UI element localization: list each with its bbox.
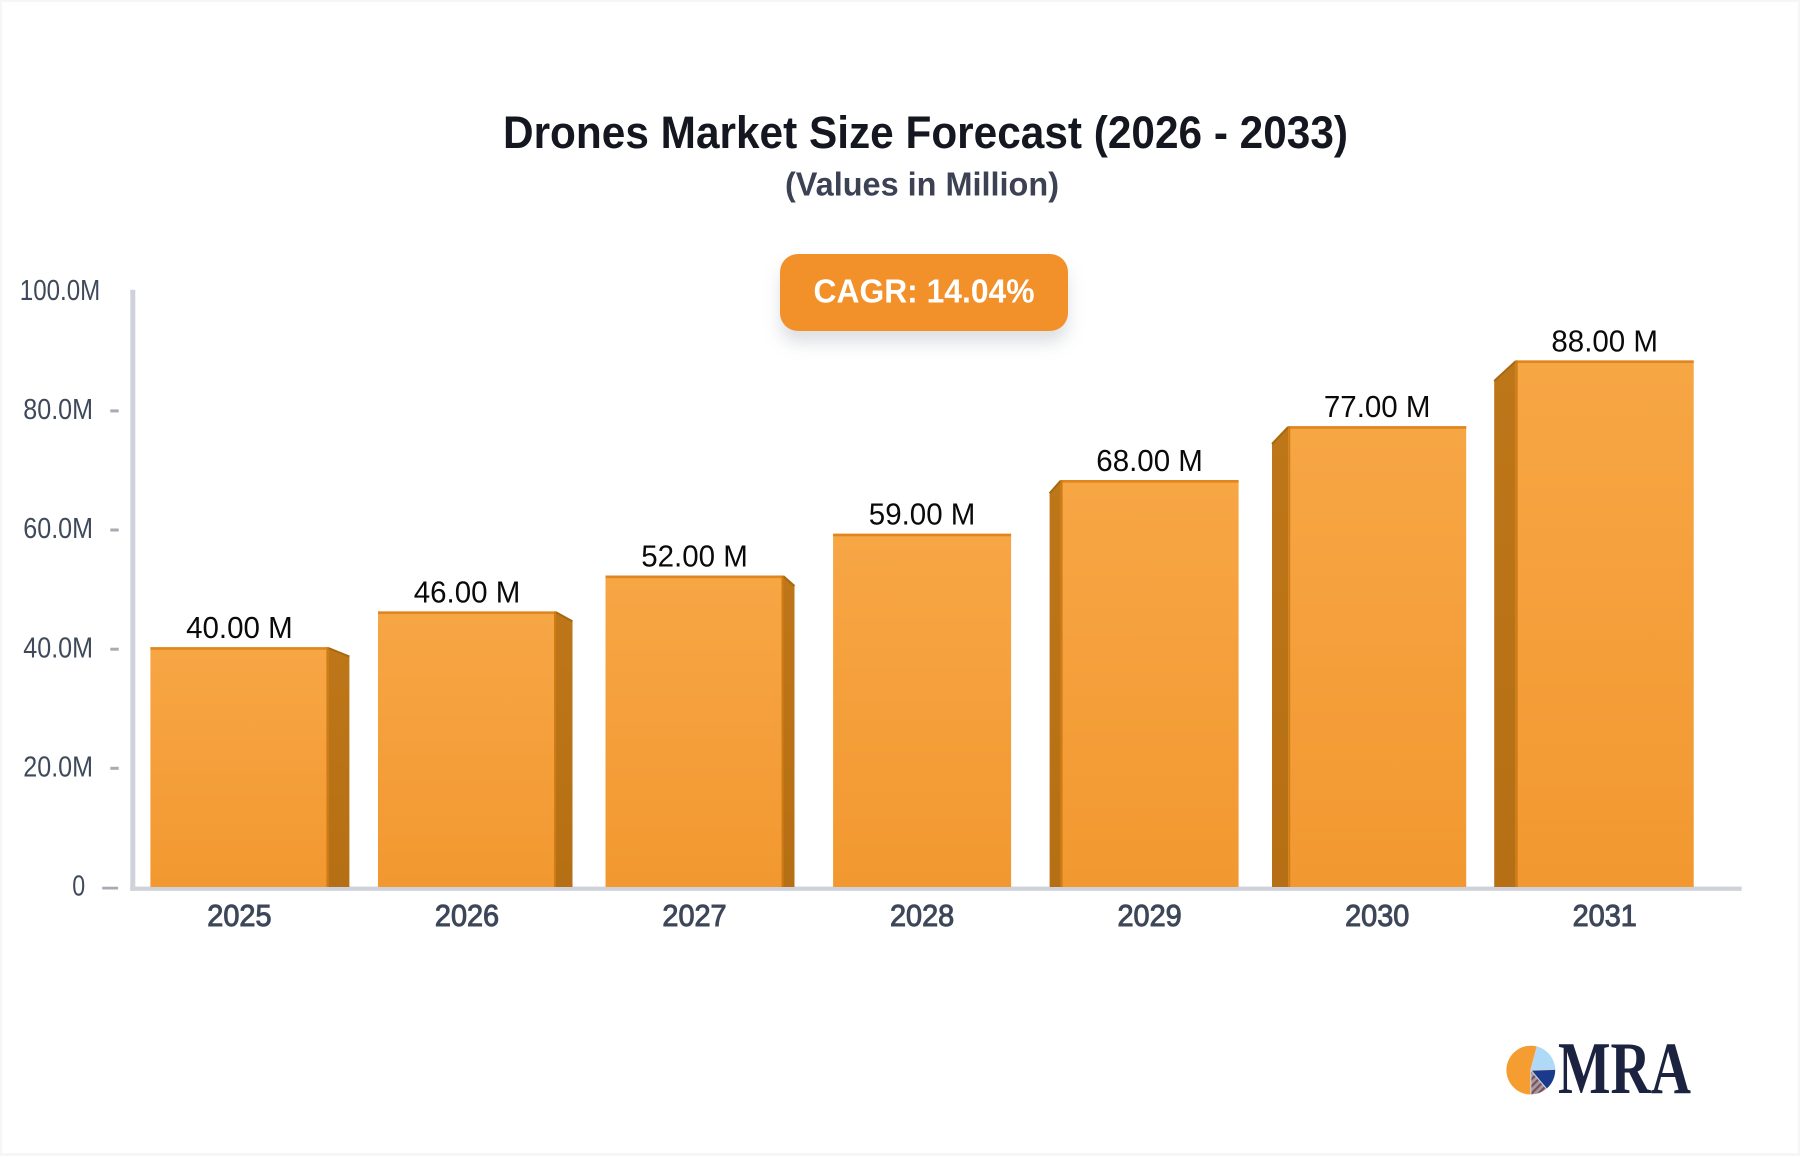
svg-text:46.00 M: 46.00 M (414, 575, 521, 609)
svg-text:2028: 2028 (890, 899, 954, 933)
svg-text:80.0M: 80.0M (23, 394, 93, 426)
svg-text:2029: 2029 (1118, 899, 1182, 933)
svg-text:40.0M: 40.0M (23, 632, 93, 664)
svg-text:2030: 2030 (1345, 899, 1409, 933)
svg-text:59.00 M: 59.00 M (869, 498, 976, 532)
svg-text:88.00 M: 88.00 M (1551, 324, 1658, 358)
svg-text:68.00 M: 68.00 M (1096, 444, 1203, 478)
svg-text:52.00 M: 52.00 M (641, 540, 748, 574)
svg-text:20.0M: 20.0M (23, 752, 93, 784)
svg-text:100.0M: 100.0M (20, 275, 100, 307)
svg-text:60.0M: 60.0M (23, 513, 93, 545)
svg-text:2031: 2031 (1573, 899, 1637, 933)
svg-text:0: 0 (72, 871, 85, 903)
svg-text:77.00 M: 77.00 M (1324, 390, 1431, 424)
svg-text:MRA: MRA (1558, 1028, 1691, 1110)
svg-text:CAGR: 14.04%: CAGR: 14.04% (814, 273, 1035, 310)
svg-text:2025: 2025 (207, 899, 271, 933)
svg-text:2027: 2027 (662, 899, 726, 933)
svg-text:2026: 2026 (435, 899, 499, 933)
svg-text:40.00 M: 40.00 M (186, 611, 293, 645)
svg-text:Drones Market Size Forecast (2: Drones Market Size Forecast (2026 - 2033… (503, 107, 1348, 158)
svg-text:(Values in Million): (Values in Million) (785, 166, 1059, 203)
